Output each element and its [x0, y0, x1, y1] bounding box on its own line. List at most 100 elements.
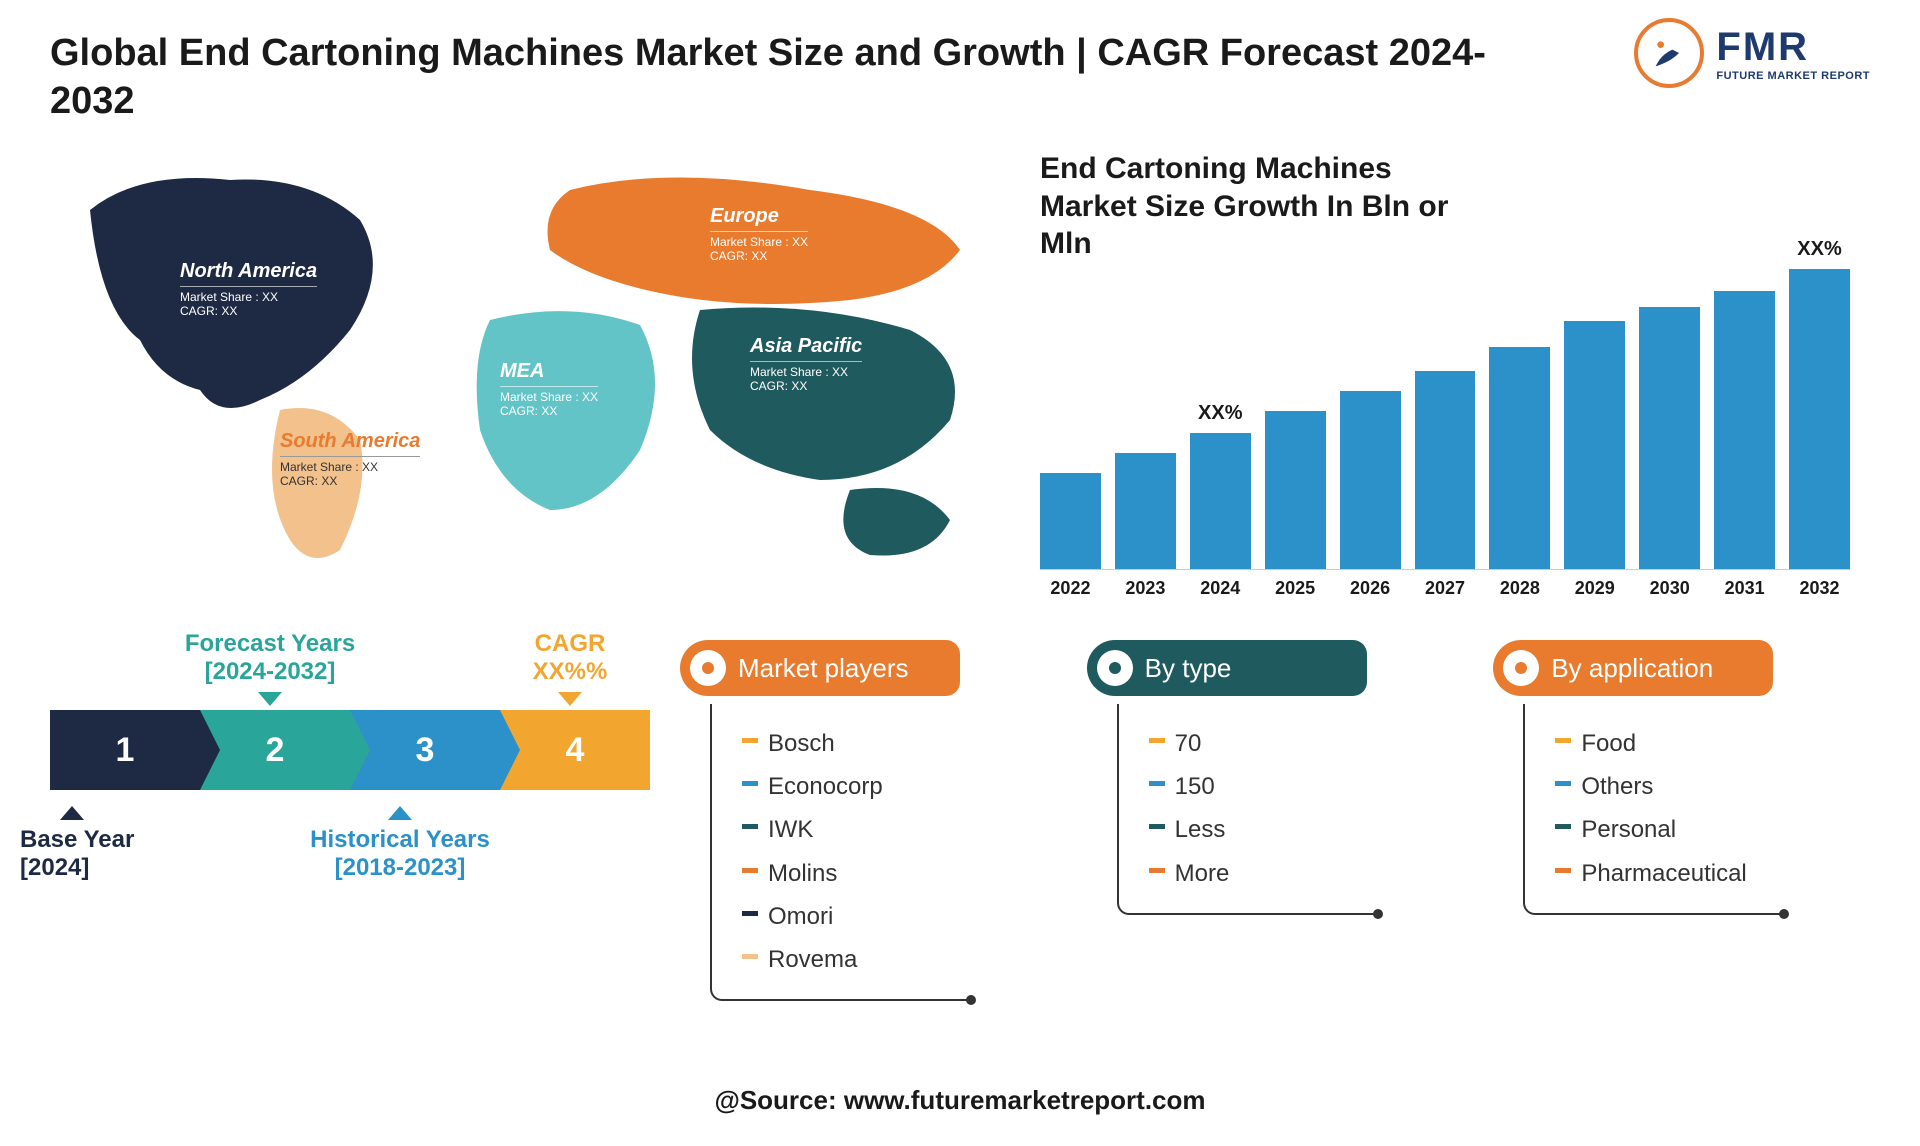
bar	[1190, 433, 1251, 569]
bar-year-label: 2027	[1425, 578, 1465, 599]
timeline-label-cagr: CAGR XX%%	[480, 630, 660, 712]
source-attribution: @Source: www.futuremarketreport.com	[0, 1085, 1920, 1116]
bar-year-label: 2025	[1275, 578, 1315, 599]
header: Global End Cartoning Machines Market Siz…	[50, 30, 1870, 125]
region-label-eu: Europe Market Share : XXCAGR: XX	[710, 205, 808, 263]
timeline-label-title: Historical Years	[310, 826, 490, 854]
bullet-dash-icon	[1149, 738, 1165, 743]
timeline-label-title: Base Year	[20, 826, 200, 854]
category-item: Food	[1555, 722, 1773, 765]
bar-col: 2025	[1265, 411, 1326, 569]
bar-year-label: 2028	[1500, 578, 1540, 599]
timeline-label-hist: Historical Years [2018-2023]	[310, 800, 490, 882]
bullet-dash-icon	[1555, 781, 1571, 786]
bar-col: 2027	[1415, 371, 1476, 569]
timeline-label-range: [2024-2032]	[180, 658, 360, 686]
bullet-dash-icon	[742, 781, 758, 786]
bar-year-label: 2026	[1350, 578, 1390, 599]
bar-col: 2029	[1564, 321, 1625, 569]
page-title: Global End Cartoning Machines Market Siz…	[50, 30, 1500, 125]
category-list: FoodOthersPersonalPharmaceutical	[1523, 704, 1783, 915]
category-by-application: By application FoodOthersPersonalPharmac…	[1493, 640, 1870, 915]
timeline-row: 1 2 3 4	[50, 710, 650, 790]
timeline-label-range: [2024]	[20, 854, 200, 882]
bar-col: 2026	[1340, 391, 1401, 569]
category-item: Others	[1555, 765, 1773, 808]
category-item: 150	[1149, 765, 1367, 808]
region-cagr: CAGR: XX	[180, 304, 237, 318]
region-cagr: CAGR: XX	[280, 474, 337, 488]
bar-year-label: 2032	[1799, 578, 1839, 599]
category-item: 70	[1149, 722, 1367, 765]
timeline-label-range: XX%%	[480, 658, 660, 686]
region-share: Market Share : XX	[710, 235, 808, 249]
bullet-dash-icon	[742, 868, 758, 873]
bar	[1489, 347, 1550, 569]
logo-text-main: FMR	[1716, 25, 1870, 70]
timeline-label-forecast: Forecast Years [2024-2032]	[180, 630, 360, 712]
category-item: Omori	[742, 895, 960, 938]
bar-col: 2022	[1040, 473, 1101, 569]
region-cagr: CAGR: XX	[500, 404, 557, 418]
bar	[1115, 453, 1176, 569]
bullet-dash-icon	[1149, 781, 1165, 786]
bar	[1564, 321, 1625, 569]
category-pill: Market players	[680, 640, 960, 696]
category-item: Rovema	[742, 938, 960, 981]
region-label-mea: MEA Market Share : XXCAGR: XX	[500, 360, 598, 418]
bullet-dash-icon	[742, 824, 758, 829]
region-share: Market Share : XX	[280, 460, 378, 474]
bar-year-label: 2022	[1050, 578, 1090, 599]
category-item: IWK	[742, 808, 960, 851]
timeline-seg-1: 1	[50, 710, 200, 790]
bar-annotation: XX%	[1198, 402, 1242, 425]
bullet-dash-icon	[742, 911, 758, 916]
bar	[1714, 291, 1775, 569]
bar-year-label: 2023	[1125, 578, 1165, 599]
timeline-seg-3: 3	[350, 710, 500, 790]
region-cagr: CAGR: XX	[710, 249, 767, 263]
category-pill: By type	[1087, 640, 1367, 696]
telescope-icon	[1634, 18, 1704, 88]
region-label-sa: South America Market Share : XXCAGR: XX	[280, 430, 420, 488]
timeline-seg-2: 2	[200, 710, 350, 790]
region-share: Market Share : XX	[180, 290, 278, 304]
bar	[1415, 371, 1476, 569]
bullet-dash-icon	[1555, 824, 1571, 829]
bar-chart: End Cartoning Machines Market Size Growt…	[1040, 150, 1870, 570]
region-name: South America	[280, 430, 420, 453]
map-australia	[843, 488, 950, 556]
bar-col: 2031	[1714, 291, 1775, 569]
timeline-label-title: CAGR	[480, 630, 660, 658]
region-label-ap: Asia Pacific Market Share : XXCAGR: XX	[750, 335, 862, 393]
category-list: BoschEconocorpIWKMolinsOmoriRovema	[710, 704, 970, 1001]
bullet-dash-icon	[1555, 868, 1571, 873]
bar-chart-bars: 202220232024XX%2025202620272028202920302…	[1040, 250, 1850, 570]
category-list: 70150LessMore	[1117, 704, 1377, 915]
timeline: Forecast Years [2024-2032] CAGR XX%% 1 2…	[50, 640, 650, 790]
bar	[1639, 307, 1700, 569]
bar-col: 2024XX%	[1190, 433, 1251, 569]
region-share: Market Share : XX	[500, 390, 598, 404]
bullet-dash-icon	[1149, 868, 1165, 873]
category-item: More	[1149, 852, 1367, 895]
category-item: Pharmaceutical	[1555, 852, 1773, 895]
region-name: Asia Pacific	[750, 335, 862, 358]
brand-logo: FMR FUTURE MARKET REPORT	[1634, 18, 1870, 88]
category-item: Molins	[742, 852, 960, 895]
bar	[1040, 473, 1101, 569]
region-label-na: North America Market Share : XXCAGR: XX	[180, 260, 317, 318]
bar	[1265, 411, 1326, 569]
bar-col: 2032XX%	[1789, 269, 1850, 569]
category-pill: By application	[1493, 640, 1773, 696]
bar-col: 2030	[1639, 307, 1700, 569]
bar-col: 2028	[1489, 347, 1550, 569]
region-name: North America	[180, 260, 317, 283]
bar-chart-title: End Cartoning Machines Market Size Growt…	[1040, 150, 1470, 263]
region-name: MEA	[500, 360, 598, 383]
bullet-dash-icon	[742, 954, 758, 959]
world-map: North America Market Share : XXCAGR: XX …	[50, 150, 1010, 570]
bar-col: 2023	[1115, 453, 1176, 569]
timeline-label-base: Base Year [2024]	[20, 800, 200, 882]
timeline-label-range: [2018-2023]	[310, 854, 490, 882]
